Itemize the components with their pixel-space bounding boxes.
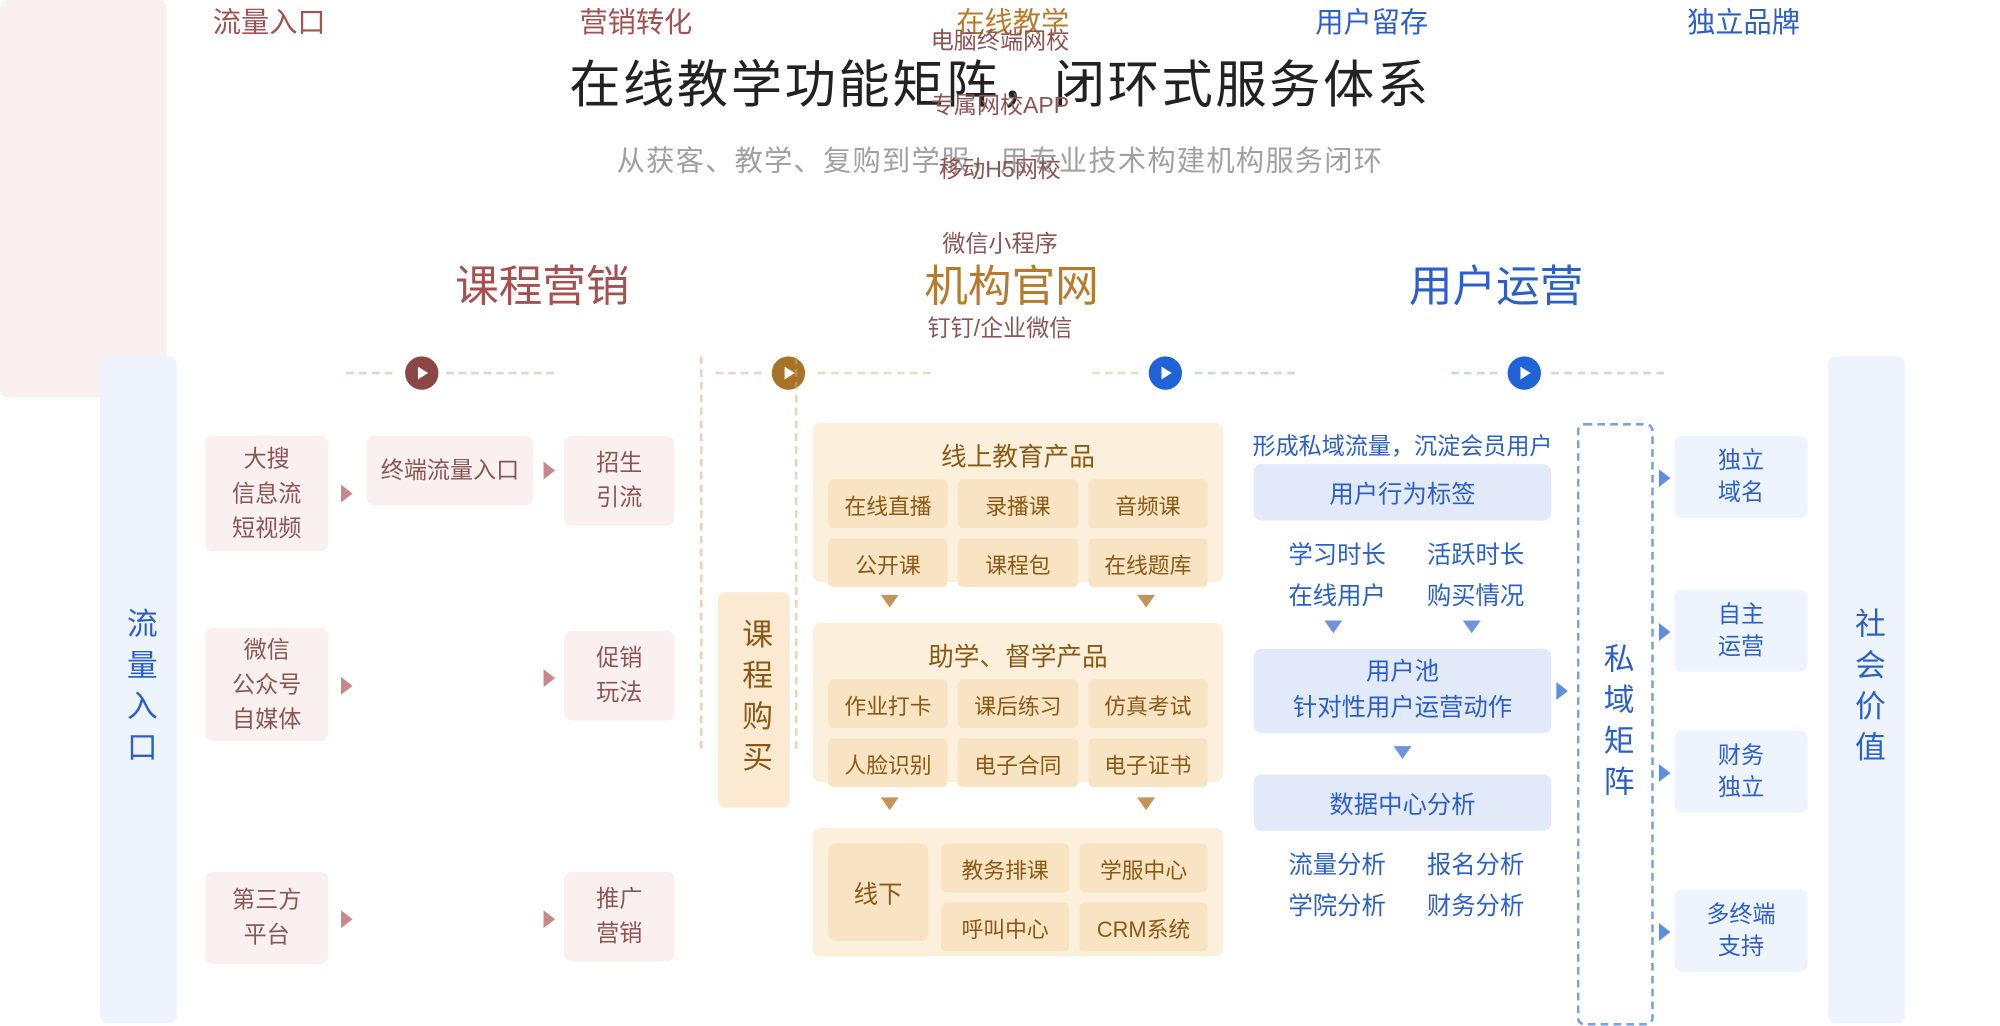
arrow-down-icon [881, 595, 899, 608]
cell: 公开课 [828, 538, 948, 587]
cell: 人脸识别 [828, 738, 948, 787]
arrow-down-icon [1394, 746, 1412, 759]
cell: 音频课 [1088, 479, 1208, 528]
dash [346, 372, 392, 375]
cell: 在线题库 [1088, 538, 1208, 587]
brand-box: 独立域名 [1674, 436, 1807, 518]
src-box: 微信公众号自媒体 [205, 628, 328, 741]
data-item: 流量分析 [1279, 846, 1394, 881]
pool-l1: 用户池 [1366, 654, 1439, 691]
arrow-down-icon [881, 797, 899, 810]
term-item: 钉钉/企业微信 [0, 310, 2000, 343]
brand-box: 自主运营 [1674, 590, 1807, 672]
grid: 在线直播 录播课 音频课 公开课 课程包 在线题库 [828, 479, 1207, 587]
ops-data-title: 数据中心分析 [1254, 774, 1551, 830]
arrow-down-icon [1137, 595, 1155, 608]
brand-box: 财务独立 [1674, 731, 1807, 813]
src-box: 大搜信息流短视频 [205, 436, 328, 551]
cell: 教务排课 [941, 844, 1069, 893]
term-item: 移动H5网校 [0, 151, 2000, 184]
divider [700, 356, 703, 748]
dash [818, 372, 931, 375]
cell: 在线直播 [828, 479, 948, 528]
chevron-right-icon [544, 910, 556, 928]
data-item: 报名分析 [1418, 846, 1533, 881]
dash [1451, 372, 1497, 375]
cell: 仿真考试 [1088, 679, 1208, 728]
pillar-private: 私域矩阵 [1577, 423, 1654, 1026]
cell: 学服中心 [1079, 844, 1207, 893]
pillar-value: 社会价值 [1828, 356, 1905, 1023]
ops-pool: 用户池 针对性用户运营动作 [1254, 649, 1551, 734]
chevron-right-icon [341, 677, 353, 695]
chevron-right-icon [1659, 469, 1671, 487]
cell: 电子证书 [1088, 738, 1208, 787]
arrow-down-icon [1324, 620, 1342, 633]
tag: 学习时长 [1279, 536, 1394, 571]
dash [446, 372, 554, 375]
header-website: 机构官网 [777, 251, 1246, 314]
cell: 作业打卡 [828, 679, 948, 728]
chevron-right-icon [1556, 682, 1568, 700]
grid: 作业打卡 课后练习 仿真考试 人脸识别 电子合同 电子证书 [828, 679, 1207, 787]
pillar-buy: 课程购买 [718, 592, 790, 807]
chevron-right-icon [341, 485, 353, 503]
cell: 呼叫中心 [941, 903, 1069, 952]
cell: 课后练习 [958, 679, 1078, 728]
group-title: 线上教育产品 [813, 436, 1223, 473]
dash [1092, 372, 1138, 375]
tag: 活跃时长 [1418, 536, 1533, 571]
teach-group3: 线下 教务排课 学服中心 呼叫中心 CRM系统 [813, 828, 1223, 956]
offline-label: 线下 [828, 844, 928, 941]
convert-box: 推广营销 [564, 872, 674, 962]
chevron-right-icon [544, 669, 556, 687]
arrow-down-icon [1137, 797, 1155, 810]
dash [1551, 372, 1664, 375]
divider [795, 356, 798, 748]
group-title: 助学、督学产品 [813, 636, 1223, 673]
play-icon [405, 356, 438, 389]
brand-box: 多终端支持 [1674, 890, 1807, 972]
term-item: 微信小程序 [0, 226, 2000, 259]
chevron-right-icon [1659, 623, 1671, 641]
src-box: 第三方平台 [205, 872, 328, 964]
data-item: 财务分析 [1418, 887, 1533, 922]
dash [715, 372, 761, 375]
teach-group2: 助学、督学产品 作业打卡 课后练习 仿真考试 人脸识别 电子合同 电子证书 [813, 623, 1223, 782]
play-icon [772, 356, 805, 389]
data-item: 学院分析 [1279, 887, 1394, 922]
convert-box: 招生引流 [564, 436, 674, 526]
pool-l2: 针对性用户运营动作 [1293, 691, 1512, 728]
play-icon [1508, 356, 1541, 389]
dash [1195, 372, 1295, 375]
teach-group1: 线上教育产品 在线直播 录播课 音频课 公开课 课程包 在线题库 [813, 423, 1223, 582]
term-item: 电脑终端网校 [0, 23, 2000, 56]
header-marketing: 课程营销 [308, 251, 777, 314]
chevron-right-icon [1659, 764, 1671, 782]
chevron-right-icon [341, 910, 353, 928]
play-icon [1149, 356, 1182, 389]
ops-tags-title: 用户行为标签 [1254, 464, 1551, 520]
header-ops: 用户运营 [1246, 251, 1746, 314]
chevron-right-icon [1659, 923, 1671, 941]
pillar-entry: 流量入口 [100, 356, 177, 1023]
convert-box: 促销玩法 [564, 631, 674, 721]
ops-note: 形成私域流量，沉淀会员用户 [1251, 428, 1554, 461]
cell: 电子合同 [958, 738, 1078, 787]
tag: 购买情况 [1418, 577, 1533, 612]
grid: 教务排课 学服中心 呼叫中心 CRM系统 [941, 844, 1208, 952]
chevron-right-icon [544, 462, 556, 480]
tag: 在线用户 [1279, 577, 1394, 612]
cell: CRM系统 [1079, 903, 1207, 952]
cell: 课程包 [958, 538, 1078, 587]
terminal-top: 终端流量入口 [367, 436, 534, 505]
term-item: 专属网校APP [0, 87, 2000, 120]
arrow-down-icon [1463, 620, 1481, 633]
cell: 录播课 [958, 479, 1078, 528]
